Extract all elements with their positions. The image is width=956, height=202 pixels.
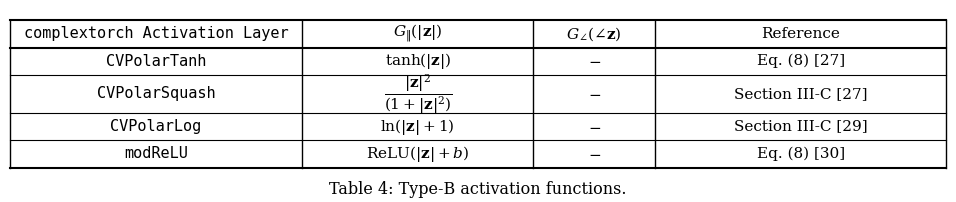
Text: Eq. (8) [30]: Eq. (8) [30] [756, 147, 845, 161]
Text: $\dfrac{|\mathbf{z}|^{2}}{(1+|\mathbf{z}|^{2})}$: $\dfrac{|\mathbf{z}|^{2}}{(1+|\mathbf{z}… [383, 72, 452, 116]
Text: $-$: $-$ [588, 120, 600, 134]
Text: Reference: Reference [761, 27, 840, 41]
Text: $G_{\|}(|\mathbf{z}|)$: $G_{\|}(|\mathbf{z}|)$ [393, 23, 443, 45]
Text: $\ln(|\mathbf{z}|+1)$: $\ln(|\mathbf{z}|+1)$ [380, 117, 455, 137]
Text: Table 4: Type-B activation functions.: Table 4: Type-B activation functions. [329, 181, 627, 198]
Text: $-$: $-$ [588, 87, 600, 101]
Text: CVPolarLog: CVPolarLog [110, 119, 202, 134]
Text: $\tanh(|\mathbf{z}|)$: $\tanh(|\mathbf{z}|)$ [384, 51, 451, 71]
Text: Section III-C [27]: Section III-C [27] [734, 87, 867, 101]
Text: CVPolarSquash: CVPolarSquash [97, 86, 215, 101]
Text: $\mathrm{ReLU}(|\mathbf{z}|+b)$: $\mathrm{ReLU}(|\mathbf{z}|+b)$ [366, 144, 469, 164]
Text: $G_{\angle}(\angle\mathbf{z})$: $G_{\angle}(\angle\mathbf{z})$ [566, 25, 622, 43]
Text: Eq. (8) [27]: Eq. (8) [27] [756, 54, 845, 68]
Text: Section III-C [29]: Section III-C [29] [734, 120, 867, 134]
Text: complextorch Activation Layer: complextorch Activation Layer [24, 26, 288, 41]
Text: modReLU: modReLU [124, 146, 187, 161]
Text: $-$: $-$ [588, 147, 600, 161]
Text: $-$: $-$ [588, 54, 600, 68]
Text: CVPolarTanh: CVPolarTanh [106, 54, 206, 69]
